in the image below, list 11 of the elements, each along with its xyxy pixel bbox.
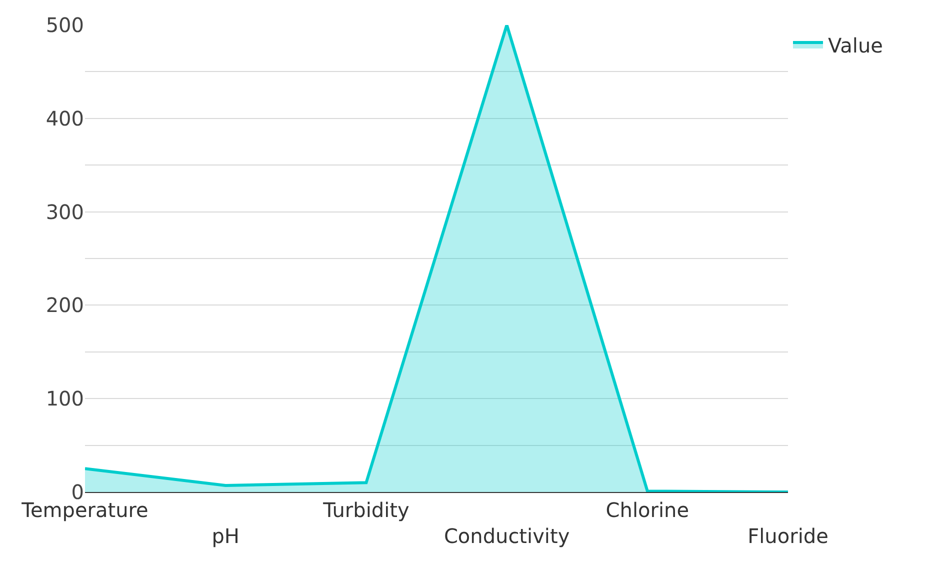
x-tick-label: Fluoride [748, 524, 828, 548]
legend-label: Value [828, 33, 883, 58]
y-tick-label: 200 [46, 293, 84, 318]
x-tick-label: Conductivity [444, 524, 570, 548]
x-tick-label: pH [212, 524, 240, 548]
y-tick-label: 300 [46, 200, 84, 224]
x-tick-label: Turbidity [322, 498, 410, 522]
x-tick-label: Chlorine [606, 498, 689, 522]
y-tick-label: 100 [46, 386, 84, 411]
y-tick-label: 400 [46, 106, 84, 130]
y-tick-label: 500 [46, 13, 84, 37]
